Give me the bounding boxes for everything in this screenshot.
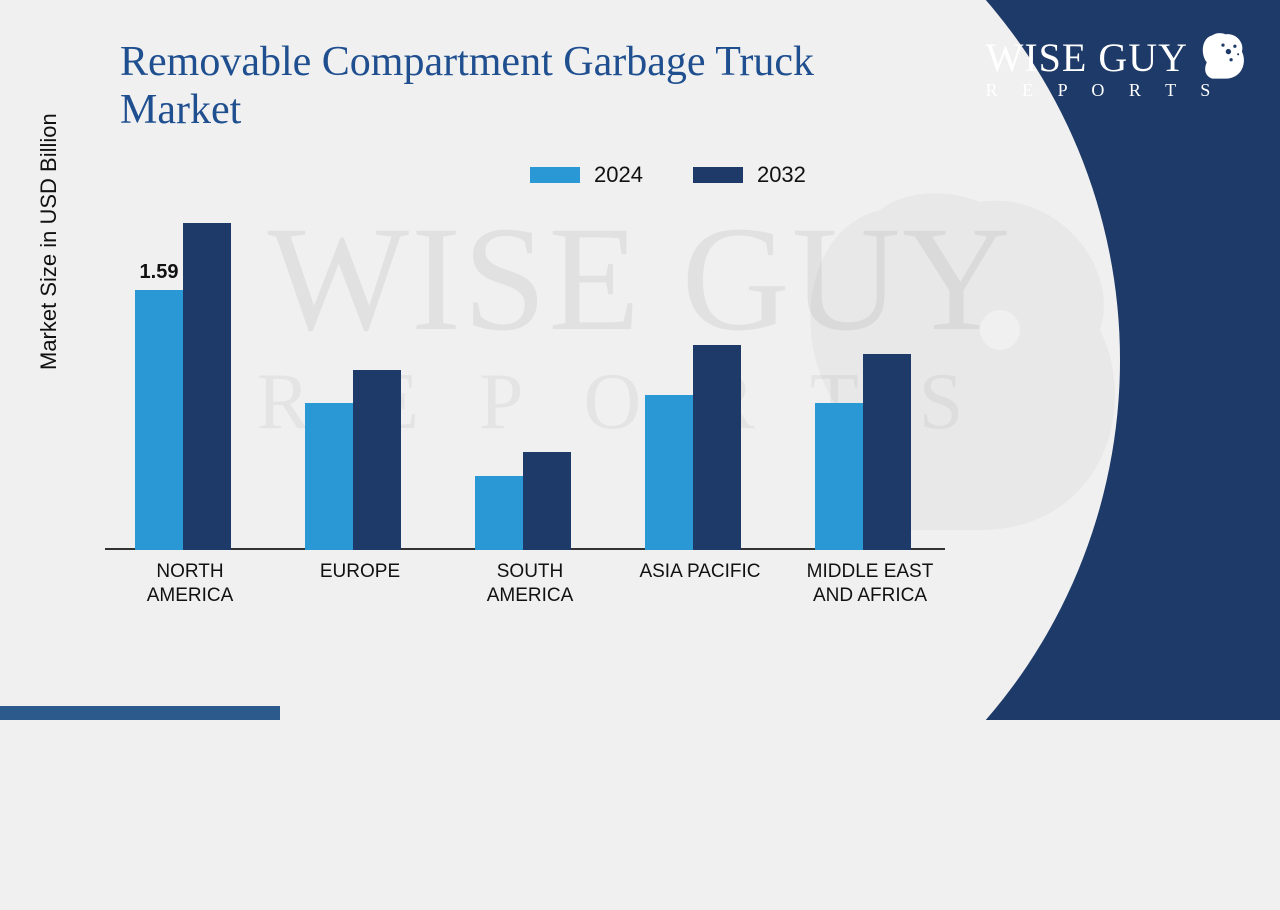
x-axis-category-label: ASIA PACIFIC <box>630 560 770 584</box>
bar-value-label: 1.59 <box>140 261 179 284</box>
legend-swatch-2032 <box>693 167 743 183</box>
x-axis-category-label: NORTH AMERICA <box>120 560 260 608</box>
bar-2024 <box>645 395 693 550</box>
logo: WISE GUY R E P O R T S <box>986 30 1250 101</box>
bar-2024: 1.59 <box>135 290 183 550</box>
bar-2032 <box>693 345 741 550</box>
bar-2032 <box>353 370 401 550</box>
logo-main-text: WISE GUY <box>986 34 1188 81</box>
legend-item-2024: 2024 <box>530 162 643 188</box>
bar-2024 <box>815 403 863 550</box>
legend-item-2032: 2032 <box>693 162 806 188</box>
legend: 2024 2032 <box>530 162 806 188</box>
x-axis-category-label: EUROPE <box>290 560 430 584</box>
chart-title: Removable Compartment Garbage Truck Mark… <box>120 38 920 135</box>
logo-head-icon <box>1196 30 1250 84</box>
legend-label-2024: 2024 <box>594 162 643 188</box>
bar-2024 <box>305 403 353 550</box>
bar-chart: 1.59NORTH AMERICAEUROPESOUTH AMERICAASIA… <box>105 190 945 550</box>
x-axis-category-label: MIDDLE EAST AND AFRICA <box>800 560 940 608</box>
bar-2024 <box>475 476 523 550</box>
bar-2032 <box>183 223 231 550</box>
footer-accent-bar <box>0 706 280 720</box>
legend-swatch-2024 <box>530 167 580 183</box>
y-axis-label: Market Size in USD Billion <box>36 113 62 370</box>
legend-label-2032: 2032 <box>757 162 806 188</box>
bar-2032 <box>523 452 571 550</box>
logo-sub-text: R E P O R T S <box>986 80 1250 101</box>
bar-2032 <box>863 354 911 550</box>
x-axis-category-label: SOUTH AMERICA <box>460 560 600 608</box>
